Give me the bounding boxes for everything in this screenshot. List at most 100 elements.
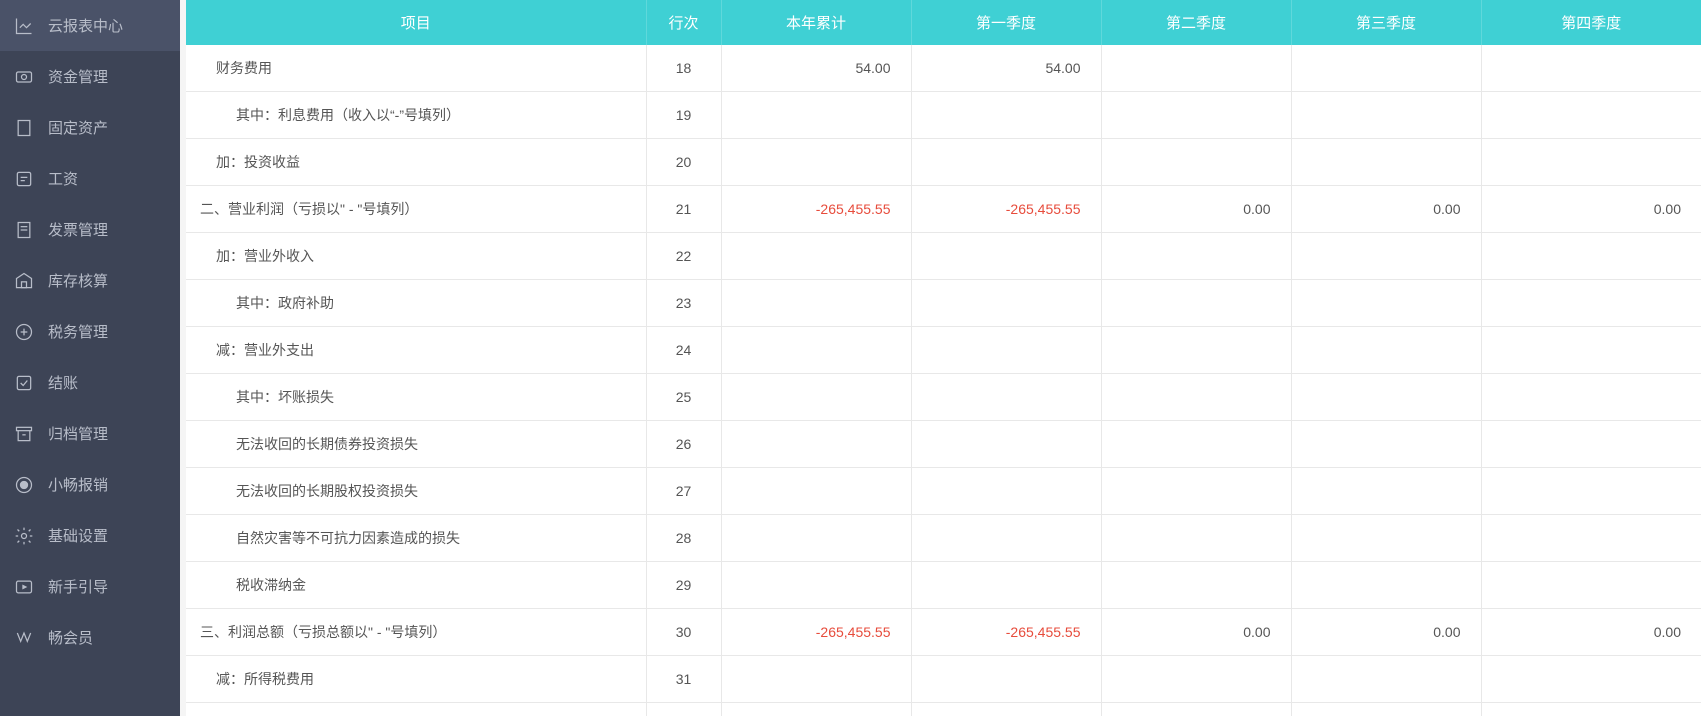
sidebar-item-archive[interactable]: 归档管理 <box>0 408 180 459</box>
cell-q3[interactable] <box>1291 421 1481 468</box>
cell-q4[interactable] <box>1481 280 1701 327</box>
sidebar-item-vip[interactable]: 畅会员 <box>0 612 180 663</box>
cell-q1[interactable] <box>911 139 1101 186</box>
cell-ytd[interactable] <box>721 233 911 280</box>
cell-ytd[interactable] <box>721 421 911 468</box>
cell-ytd[interactable] <box>721 515 911 562</box>
cell-q2[interactable] <box>1101 327 1291 374</box>
cell-ytd[interactable] <box>721 656 911 703</box>
cell-q2[interactable] <box>1101 374 1291 421</box>
cell-q3[interactable] <box>1291 45 1481 92</box>
cell-q1[interactable]: 54.00 <box>911 45 1101 92</box>
cell-q3[interactable] <box>1291 139 1481 186</box>
cell-q2[interactable]: 0.00 <box>1101 703 1291 716</box>
cell-q3[interactable] <box>1291 656 1481 703</box>
cell-ytd[interactable]: 54.00 <box>721 45 911 92</box>
cell-q3[interactable] <box>1291 233 1481 280</box>
sidebar-item-money[interactable]: 资金管理 <box>0 51 180 102</box>
cell-ytd[interactable]: -265,455.55 <box>721 609 911 656</box>
table-row: 三、利润总额（亏损总额以" - "号填列）30-265,455.55-265,4… <box>186 609 1701 656</box>
cell-q4[interactable] <box>1481 139 1701 186</box>
sidebar-item-guide[interactable]: 新手引导 <box>0 561 180 612</box>
vip-icon <box>14 628 34 648</box>
sidebar-item-invoice[interactable]: 发票管理 <box>0 204 180 255</box>
cell-q4[interactable] <box>1481 515 1701 562</box>
cell-q2[interactable] <box>1101 421 1291 468</box>
cell-q4[interactable] <box>1481 45 1701 92</box>
sidebar-item-building[interactable]: 固定资产 <box>0 102 180 153</box>
promo-icon <box>14 475 34 495</box>
column-header-item: 项目 <box>186 0 646 45</box>
cell-q2[interactable] <box>1101 280 1291 327</box>
cell-q4[interactable] <box>1481 92 1701 139</box>
gear-icon <box>14 526 34 546</box>
cell-q3[interactable] <box>1291 515 1481 562</box>
cell-ytd[interactable] <box>721 139 911 186</box>
cell-q4[interactable] <box>1481 374 1701 421</box>
cell-q1[interactable] <box>911 374 1101 421</box>
column-header-q3: 第三季度 <box>1291 0 1481 45</box>
cell-q1[interactable] <box>911 515 1101 562</box>
cell-q4[interactable] <box>1481 656 1701 703</box>
cell-q1[interactable] <box>911 233 1101 280</box>
cell-q2[interactable] <box>1101 515 1291 562</box>
sidebar-item-tax[interactable]: 税务管理 <box>0 306 180 357</box>
cell-q2[interactable] <box>1101 656 1291 703</box>
cell-q2[interactable]: 0.00 <box>1101 609 1291 656</box>
cell-q2[interactable] <box>1101 468 1291 515</box>
sidebar-item-salary[interactable]: 工资 <box>0 153 180 204</box>
cell-ytd[interactable] <box>721 327 911 374</box>
cell-q3[interactable] <box>1291 280 1481 327</box>
cell-q4[interactable]: 0.00 <box>1481 703 1701 716</box>
cell-line: 32 <box>646 703 721 716</box>
cell-q1[interactable] <box>911 656 1101 703</box>
cell-q4[interactable] <box>1481 233 1701 280</box>
sidebar-item-gear[interactable]: 基础设置 <box>0 510 180 561</box>
cell-q2[interactable]: 0.00 <box>1101 186 1291 233</box>
cell-line: 24 <box>646 327 721 374</box>
sidebar-item-promo[interactable]: 小畅报销 <box>0 459 180 510</box>
cell-q2[interactable] <box>1101 139 1291 186</box>
cell-q1[interactable] <box>911 468 1101 515</box>
cell-ytd[interactable] <box>721 468 911 515</box>
cell-q1[interactable]: -265,455.55 <box>911 186 1101 233</box>
cell-q4[interactable] <box>1481 421 1701 468</box>
sidebar-item-close-book[interactable]: 结账 <box>0 357 180 408</box>
cell-ytd[interactable]: -265,455.55 <box>721 703 911 716</box>
cell-q2[interactable] <box>1101 233 1291 280</box>
cell-q1[interactable] <box>911 562 1101 609</box>
cell-ytd[interactable] <box>721 562 911 609</box>
cell-q3[interactable]: 0.00 <box>1291 703 1481 716</box>
cell-ytd[interactable] <box>721 280 911 327</box>
cell-q3[interactable] <box>1291 562 1481 609</box>
cell-q4[interactable] <box>1481 562 1701 609</box>
cell-ytd[interactable] <box>721 92 911 139</box>
cell-q3[interactable] <box>1291 468 1481 515</box>
cell-q1[interactable] <box>911 92 1101 139</box>
cell-q4[interactable] <box>1481 327 1701 374</box>
cell-q1[interactable]: -265,455.55 <box>911 609 1101 656</box>
cell-ytd[interactable]: -265,455.55 <box>721 186 911 233</box>
cell-q3[interactable] <box>1291 327 1481 374</box>
cell-q4[interactable] <box>1481 468 1701 515</box>
sidebar-item-label: 工资 <box>48 168 78 189</box>
cell-q1[interactable] <box>911 280 1101 327</box>
sidebar-item-label: 畅会员 <box>48 627 93 648</box>
cell-q3[interactable] <box>1291 92 1481 139</box>
cell-q4[interactable]: 0.00 <box>1481 186 1701 233</box>
table-row: 税收滞纳金29 <box>186 562 1701 609</box>
cell-q3[interactable]: 0.00 <box>1291 609 1481 656</box>
cell-q2[interactable] <box>1101 45 1291 92</box>
cell-q1[interactable]: -265,455.55 <box>911 703 1101 716</box>
cell-q2[interactable] <box>1101 562 1291 609</box>
cell-item: 三、利润总额（亏损总额以" - "号填列） <box>186 609 646 656</box>
cell-q1[interactable] <box>911 327 1101 374</box>
cell-ytd[interactable] <box>721 374 911 421</box>
sidebar-item-chart[interactable]: 云报表中心 <box>0 0 180 51</box>
cell-q2[interactable] <box>1101 92 1291 139</box>
cell-q3[interactable]: 0.00 <box>1291 186 1481 233</box>
cell-q1[interactable] <box>911 421 1101 468</box>
cell-q3[interactable] <box>1291 374 1481 421</box>
sidebar-item-inventory[interactable]: 库存核算 <box>0 255 180 306</box>
cell-q4[interactable]: 0.00 <box>1481 609 1701 656</box>
